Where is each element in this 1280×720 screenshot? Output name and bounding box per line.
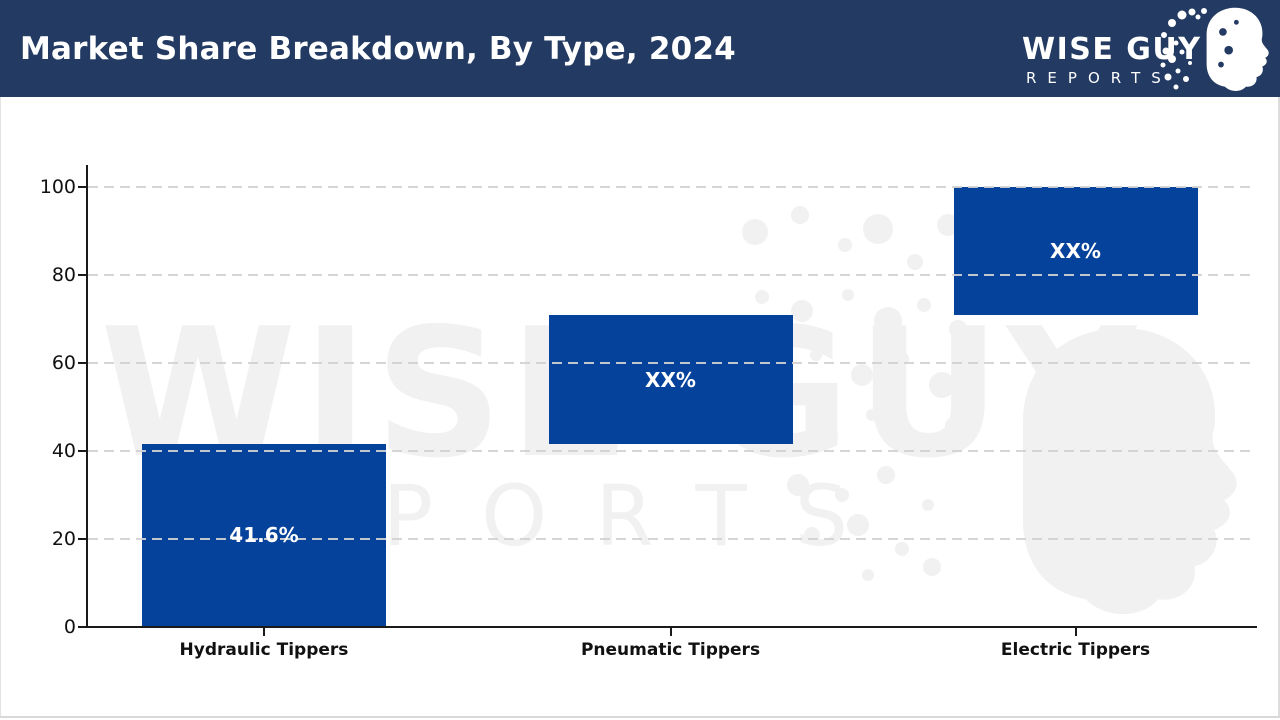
- y-tick-label-40: 40: [51, 440, 76, 462]
- bar-electric-tippers: [953, 187, 1198, 316]
- bar-pneumatic-tippers: [548, 315, 793, 444]
- frame-left-border: [0, 97, 1, 718]
- y-tick-60: [78, 362, 86, 364]
- y-tick-80: [78, 274, 86, 276]
- wise-guy-reports-logo: WISE GUY REPORTS: [1014, 5, 1270, 93]
- gridline-40: [88, 450, 1255, 452]
- logo-graphic: WISE GUY REPORTS: [1022, 7, 1269, 91]
- gridline-100: [88, 186, 1255, 188]
- x-category-label-hydraulic-tippers: Hydraulic Tippers: [179, 640, 349, 660]
- header-bar: Market Share Breakdown, By Type, 2024: [0, 0, 1280, 97]
- x-tick-pneumatic-tippers: [669, 628, 672, 636]
- y-axis-spine: [86, 165, 88, 628]
- gridline-80: [88, 274, 1255, 276]
- bar-value-label-hydraulic-tippers: 41.6%: [229, 523, 299, 548]
- y-tick-0: [78, 626, 86, 628]
- bar-value-label-electric-tippers: XX%: [1050, 239, 1101, 264]
- frame-right-border: [1278, 97, 1280, 718]
- x-category-label-electric-tippers: Electric Tippers: [1000, 640, 1151, 660]
- x-axis-spine: [86, 626, 1257, 628]
- y-tick-label-60: 60: [51, 352, 76, 374]
- y-tick-label-0: 0: [63, 616, 76, 638]
- y-tick-label-80: 80: [51, 264, 76, 286]
- gridline-60: [88, 362, 1255, 364]
- y-tick-20: [78, 538, 86, 540]
- y-tick-40: [78, 450, 86, 452]
- y-tick-100: [78, 186, 86, 188]
- y-tick-label-20: 20: [51, 528, 76, 550]
- bar-hydraulic-tippers: [142, 443, 386, 627]
- watermark-face: [1023, 327, 1237, 615]
- frame-bottom-border: [0, 716, 1280, 718]
- bar-value-label-pneumatic-tippers: XX%: [645, 367, 696, 392]
- x-tick-electric-tippers: [1074, 628, 1077, 636]
- x-category-label-pneumatic-tippers: Pneumatic Tippers: [580, 640, 761, 660]
- y-tick-label-100: 100: [39, 176, 76, 198]
- x-tick-hydraulic-tippers: [263, 628, 265, 636]
- logo-face-icon: [1160, 7, 1269, 91]
- page-title: Market Share Breakdown, By Type, 2024: [20, 30, 736, 67]
- gridline-20: [88, 538, 1255, 540]
- logo-subtext: REPORTS: [1026, 69, 1172, 87]
